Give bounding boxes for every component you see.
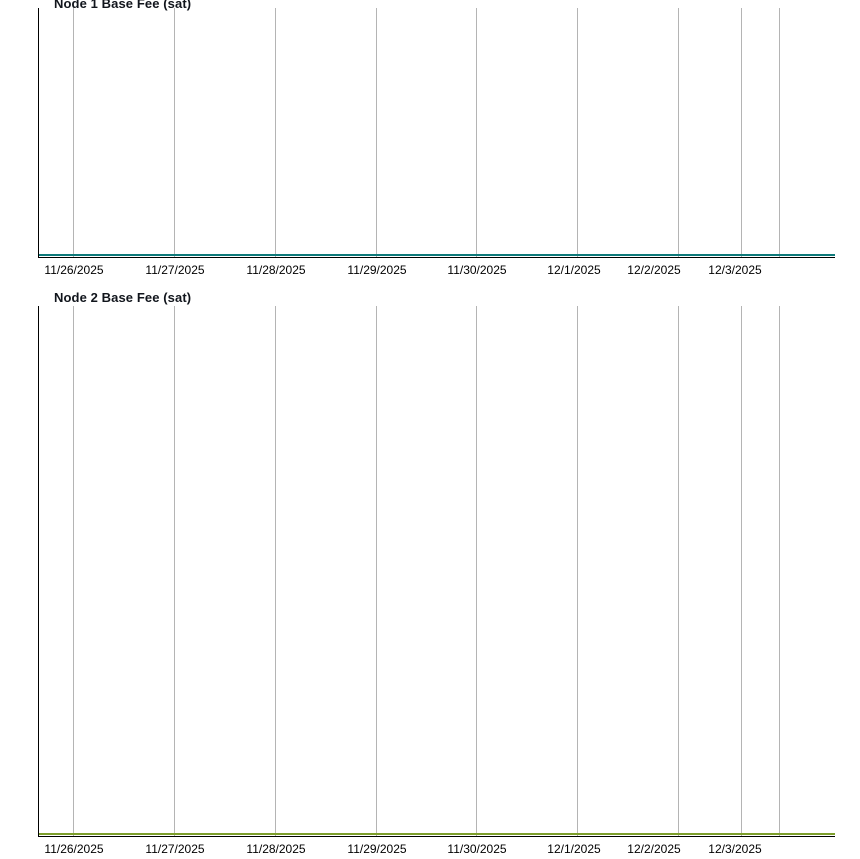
x-tick-label: 11/30/2025 [447, 263, 507, 277]
x-tick-label: 12/2/2025 [627, 842, 681, 856]
gridline [376, 8, 377, 258]
x-tick-label: 12/1/2025 [547, 842, 601, 856]
x-tick-label: 11/28/2025 [246, 842, 306, 856]
chart-title-node-2: Node 2 Base Fee (sat) [54, 290, 192, 305]
gridline [678, 306, 679, 837]
x-axis-line-node-1 [38, 257, 835, 258]
x-tick-labels-node-1: 11/26/2025 11/27/2025 11/28/2025 11/29/2… [0, 262, 860, 280]
x-tick-label: 11/26/2025 [44, 842, 104, 856]
y-axis-line-node-2 [38, 306, 39, 837]
x-tick-labels-node-2: 11/26/2025 11/27/2025 11/28/2025 11/29/2… [0, 841, 860, 859]
x-tick-label: 11/28/2025 [246, 263, 306, 277]
gridline [577, 306, 578, 837]
chart-panel-node-2: Node 2 Base Fee (sat) 11/26/2025 11/27/2… [0, 288, 860, 856]
gridline [73, 306, 74, 837]
gridline [577, 8, 578, 258]
series-line-node-2 [39, 833, 835, 835]
plot-area-node-2 [38, 306, 835, 837]
y-axis-line-node-1 [38, 8, 39, 258]
gridline [741, 8, 742, 258]
gridline [275, 306, 276, 837]
chart-title-node-1: Node 1 Base Fee (sat) [54, 0, 192, 11]
x-tick-label: 12/2/2025 [627, 263, 681, 277]
x-tick-label: 12/3/2025 [708, 263, 762, 277]
x-tick-label: 11/30/2025 [447, 842, 507, 856]
series-line-node-1 [39, 254, 835, 256]
gridline [678, 8, 679, 258]
x-tick-label: 12/3/2025 [708, 842, 762, 856]
gridline [779, 8, 780, 258]
x-tick-label: 11/26/2025 [44, 263, 104, 277]
gridline [73, 8, 74, 258]
chart-panel-node-1: Node 1 Base Fee (sat) 11/26/2025 11/27/2… [0, 0, 860, 288]
x-tick-label: 11/27/2025 [145, 263, 205, 277]
gridline [174, 306, 175, 837]
x-tick-label: 11/29/2025 [347, 842, 407, 856]
x-tick-label: 11/29/2025 [347, 263, 407, 277]
gridline [476, 8, 477, 258]
x-tick-label: 12/1/2025 [547, 263, 601, 277]
x-axis-line-node-2 [38, 836, 835, 837]
x-tick-label: 11/27/2025 [145, 842, 205, 856]
plot-area-node-1 [38, 8, 835, 258]
gridline [275, 8, 276, 258]
gridline [376, 306, 377, 837]
gridline [779, 306, 780, 837]
gridline [741, 306, 742, 837]
gridline [174, 8, 175, 258]
gridline [476, 306, 477, 837]
